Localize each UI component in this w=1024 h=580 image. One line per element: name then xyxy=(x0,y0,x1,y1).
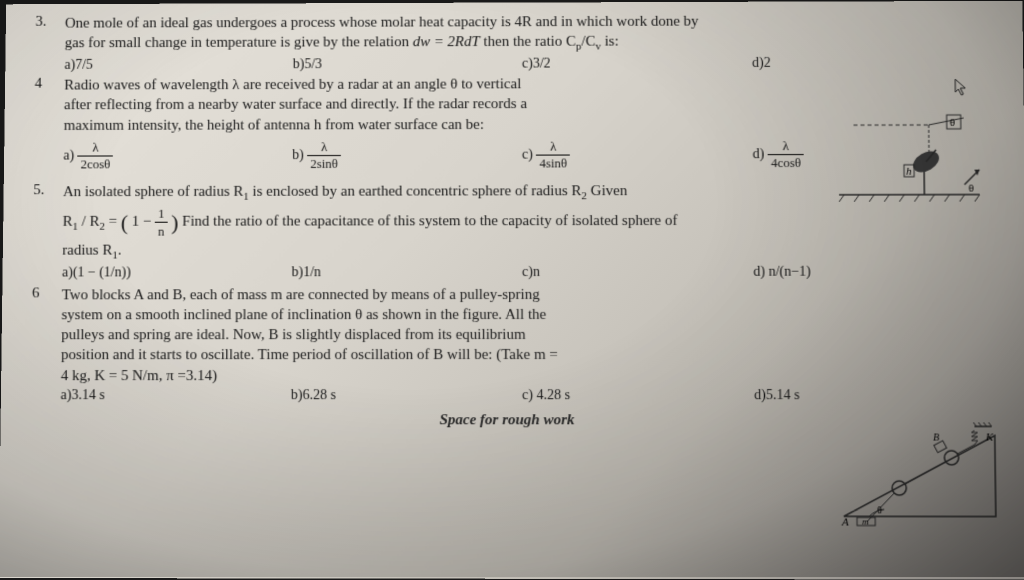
q6-opt-a: a)3.14 s xyxy=(60,388,290,404)
q4-line3: maximum intensity, the height of antenna… xyxy=(64,117,484,134)
pulley-k-label: K xyxy=(985,431,994,443)
q6-line5: 4 kg, K = 5 N/m, π =3.14) xyxy=(61,368,217,384)
q6-number: 6 xyxy=(31,285,62,386)
q5-line1c: Given xyxy=(591,183,628,199)
q4-opt-a-pre: a) xyxy=(63,148,74,163)
q5-opt-a: a)(1 − (1/n)) xyxy=(62,265,292,281)
q4-opt-c-frac: λ4sinθ xyxy=(536,139,570,172)
q3-opt-a: a)7/5 xyxy=(64,57,292,73)
q5-line1a: An isolated sphere of radius R xyxy=(63,184,244,200)
q6-body: Two blocks A and B, each of mass m are c… xyxy=(61,284,987,386)
radar-theta-bottom: θ xyxy=(968,183,973,195)
q3-opt-c: c)3/2 xyxy=(522,56,752,72)
q5-sub2: 2 xyxy=(581,190,587,202)
q3-number: 3. xyxy=(35,14,65,56)
q4-opt-b-frac: λ2sinθ xyxy=(307,139,341,172)
radar-h-label: h xyxy=(906,166,912,178)
q5-opt-b: b)1/n xyxy=(292,265,522,281)
q6-line1: Two blocks A and B, each of mass m are c… xyxy=(62,287,540,303)
q3-line2b: then the ratio C xyxy=(484,34,576,50)
radar-diagram: θ θ h xyxy=(833,110,984,200)
radar-theta-top: θ xyxy=(950,117,955,129)
question-3: 3. One mole of an ideal gas undergoes a … xyxy=(35,11,983,56)
q6-opt-d: d)5.14 s xyxy=(754,388,987,404)
q3-line1: One mole of an ideal gas undergoes a pro… xyxy=(65,14,699,32)
q5-line3: radius R xyxy=(62,242,112,258)
mouse-cursor-icon xyxy=(954,78,968,101)
q5-eq-equals: = xyxy=(109,214,121,230)
q4-opt-a: a) λ2cosθ xyxy=(63,139,292,172)
q6-options: a)3.14 s b)6.28 s c) 4.28 s d)5.14 s xyxy=(60,388,987,404)
q5-paren-l: ( xyxy=(121,210,129,235)
pulley-b-label: B xyxy=(933,432,939,443)
q6-opt-b: b)6.28 s xyxy=(291,388,522,404)
q6-line4: position and it starts to oscillate. Tim… xyxy=(61,347,558,363)
q4-opt-c: c) λ4sinθ xyxy=(522,138,753,171)
question-6: 6 Two blocks A and B, each of mass m are… xyxy=(31,284,987,386)
q4-line2: after reflecting from a nearby water sur… xyxy=(64,97,527,114)
q4-line1: Radio waves of wavelength λ are received… xyxy=(64,77,521,94)
q3-options: a)7/5 b)5/3 c)3/2 d)2 xyxy=(64,55,983,73)
q5-number: 5. xyxy=(32,182,63,263)
q6-opt-c: c) 4.28 s xyxy=(522,388,754,404)
q5-eq-slash: / R xyxy=(82,214,100,230)
q5-eq-r1: R xyxy=(63,214,73,230)
q3-line2c: /C xyxy=(581,34,595,50)
q5-one: 1 − xyxy=(132,214,155,230)
q3-line2d: is: xyxy=(601,34,619,50)
q5-line2: Find the ratio of the capacitance of thi… xyxy=(182,213,677,230)
q3-opt-b: b)5/3 xyxy=(293,57,522,73)
q4-opt-b-pre: b) xyxy=(292,148,304,163)
q3-body: One mole of an ideal gas undergoes a pro… xyxy=(65,11,983,56)
q3-opt-d: d)2 xyxy=(752,55,983,72)
q5-sub-r1: 1 xyxy=(112,249,118,261)
q4-opt-c-pre: c) xyxy=(522,147,533,162)
q5-options: a)(1 − (1/n)) b)1/n c)n d) n/(n−1) xyxy=(62,264,986,281)
q6-line2: system on a smooth inclined plane of inc… xyxy=(61,307,546,323)
q5-frac: 1n xyxy=(155,205,168,241)
q5-opt-c: c)n xyxy=(522,264,753,280)
pulley-a-label: A xyxy=(841,516,849,528)
q5-eq-sub2: 2 xyxy=(99,221,105,233)
pulley-m-label: m xyxy=(862,516,869,526)
q6-line3: pulleys and spring are ideal. Now, B is … xyxy=(61,327,525,343)
q4-opt-d-frac: λ4cosθ xyxy=(768,138,804,171)
q3-line2a: gas for small change in temperature is g… xyxy=(65,35,413,52)
q4-opt-b: b) λ2sinθ xyxy=(292,139,522,172)
q5-paren-r: ) xyxy=(171,210,178,235)
q5-sub1: 1 xyxy=(243,191,249,203)
pulley-diagram: θ K B m A xyxy=(838,420,1001,531)
q3-equation: dw = 2RdT xyxy=(413,34,480,50)
q5-eq-sub1: 1 xyxy=(72,221,78,233)
q4-opt-a-frac: λ2cosθ xyxy=(77,140,113,173)
q4-opt-d-pre: d) xyxy=(753,147,765,162)
q5-line1b: is enclosed by an earthed concentric sph… xyxy=(253,183,582,199)
q5-opt-d: d) n/(n−1) xyxy=(753,264,985,280)
q4-number: 4 xyxy=(34,76,64,136)
